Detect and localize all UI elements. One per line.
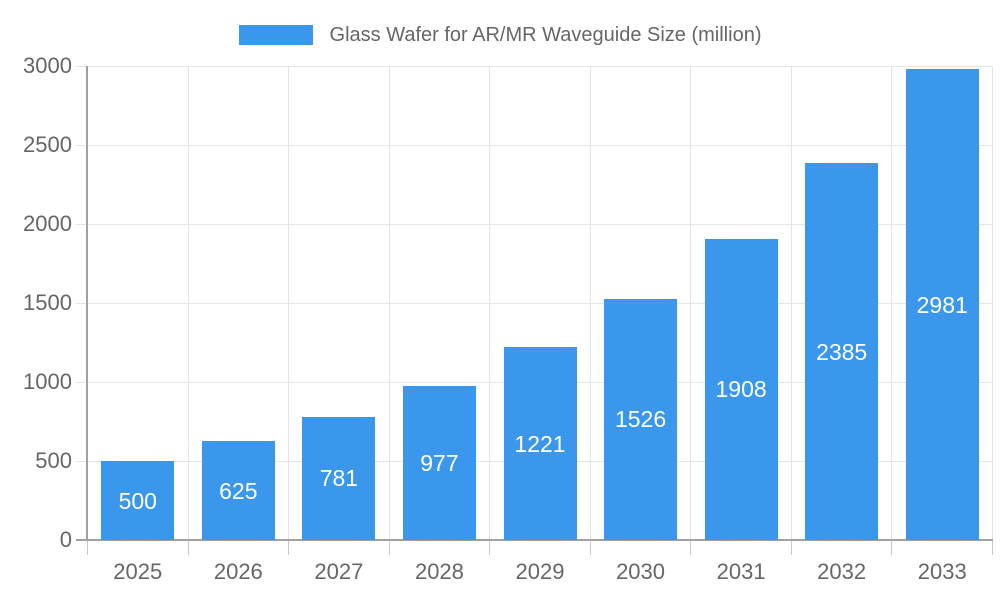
y-tick [75,223,88,225]
bar-2029[interactable] [503,347,577,540]
bar-2026[interactable] [201,441,275,540]
y-tick [75,381,88,383]
x-gridline [187,66,189,540]
y-axis-label: 500 [35,448,72,473]
x-axis-label: 2032 [817,559,867,584]
x-tick [891,540,893,555]
x-gridline [388,66,390,540]
bar-value-label: 1221 [514,430,566,457]
bar-value-label: 781 [319,465,359,492]
y-axis-label: 0 [59,527,72,552]
y-tick [75,460,88,462]
bar-2032[interactable] [805,163,879,540]
x-axis-label: 2025 [113,559,163,584]
legend-label: Glass Wafer for AR/MR Waveguide Size (mi… [329,23,762,46]
x-tick [187,540,189,555]
x-gridline [790,66,792,540]
x-axis-label: 2033 [917,559,967,584]
bar-value-label: 625 [219,477,258,504]
x-axis-label: 2028 [414,559,464,584]
x-gridline [589,66,591,540]
legend-swatch-icon [238,25,313,45]
bar-value-label: 2385 [816,338,868,365]
x-axis-label: 2026 [213,559,263,584]
y-axis-label: 1000 [23,369,72,394]
x-axis-label: 2029 [515,559,565,584]
bar-2030[interactable] [604,298,678,540]
bar-2028[interactable] [402,385,476,540]
x-axis-label: 2030 [616,559,666,584]
x-tick [589,540,591,555]
y-axis-label: 2000 [23,211,72,236]
x-axis-label: 2027 [314,559,364,584]
x-gridline [992,66,993,540]
x-gridline [891,66,893,540]
x-axis-label: 2031 [716,559,766,584]
x-tick [87,540,88,555]
y-axis-label: 1500 [23,290,72,315]
bar-2027[interactable] [302,416,376,540]
y-gridline [87,302,993,304]
chart-legend-item[interactable]: Glass Wafer for AR/MR Waveguide Size (mi… [0,20,1000,50]
y-tick [75,65,88,67]
y-gridline [87,65,993,67]
bar-2025[interactable] [101,461,175,540]
y-tick [75,302,88,304]
y-axis-label: 3000 [23,53,72,78]
x-gridline [288,66,290,540]
x-tick [790,540,792,555]
x-tick [690,540,692,555]
x-axis-line [75,539,993,541]
bar-2033[interactable] [905,69,979,540]
x-tick [489,540,491,555]
x-gridline [690,66,692,540]
x-gridline [489,66,491,540]
x-tick [388,540,390,555]
y-axis-line [86,66,88,540]
y-axis-label: 2500 [23,132,72,157]
bar-value-label: 500 [118,487,157,514]
bar-value-label: 1908 [715,376,767,403]
bar-value-label: 1526 [614,406,667,433]
y-tick [75,144,88,146]
bar-value-label: 977 [420,449,459,476]
x-tick [992,540,993,555]
y-gridline [87,223,993,225]
bar-value-label: 2981 [916,291,968,318]
bar-2031[interactable] [704,238,778,540]
y-gridline [87,144,993,146]
x-tick [288,540,290,555]
